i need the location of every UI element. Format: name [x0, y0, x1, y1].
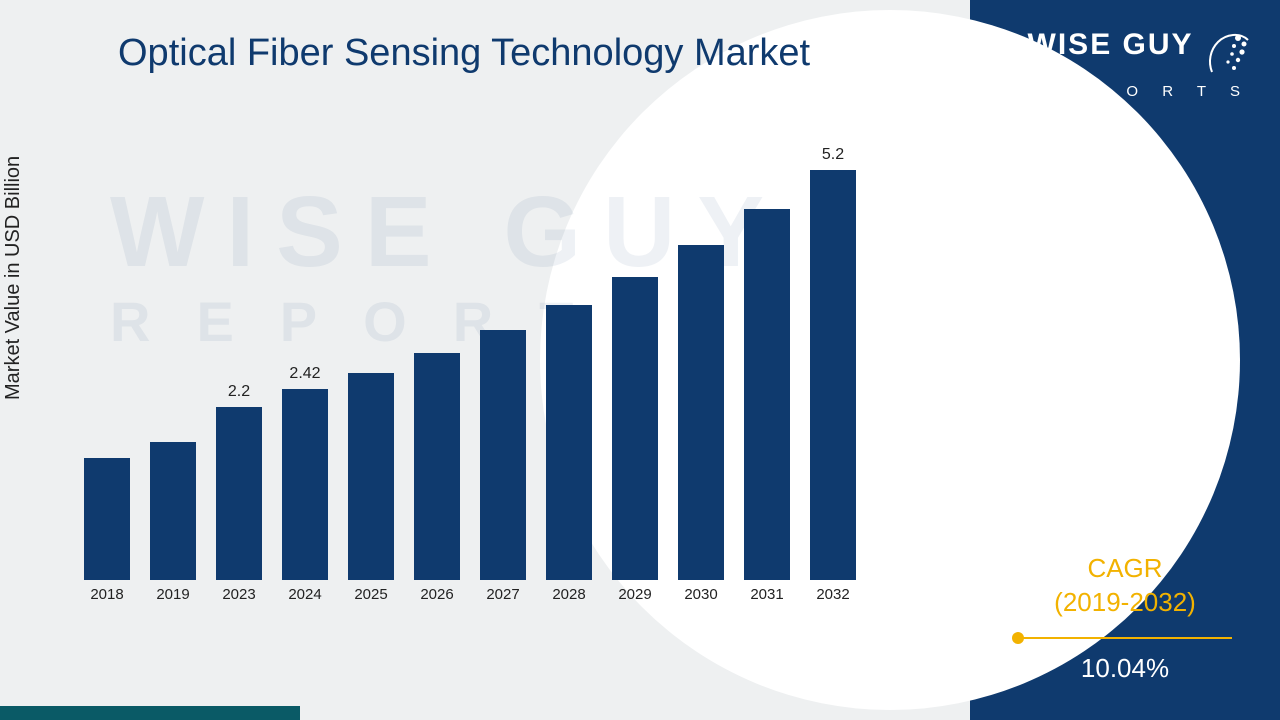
bar-value-label: 2.2: [228, 383, 250, 401]
bar: [348, 373, 394, 580]
y-axis-label: Market Value in USD Billion: [2, 156, 25, 400]
bar: [150, 442, 196, 580]
x-tick-label: 2028: [552, 586, 585, 603]
bar-wrap: 2018: [84, 170, 130, 580]
x-tick-label: 2025: [354, 586, 387, 603]
bar: [414, 353, 460, 580]
x-tick-label: 2031: [750, 586, 783, 603]
cagr-label-line1: CAGR: [1087, 553, 1162, 583]
chart-title: Optical Fiber Sensing Technology Market: [118, 30, 810, 78]
bar-wrap: 2027: [480, 170, 526, 580]
bar-wrap: 2030: [678, 170, 724, 580]
cagr-divider: [1018, 637, 1232, 639]
x-tick-label: 2027: [486, 586, 519, 603]
bar: [480, 330, 526, 580]
bar: [216, 407, 262, 580]
stage: WISE GUY REPORTS Optical Fiber Sensing T…: [0, 0, 1280, 720]
bar: [84, 458, 130, 580]
cagr-label-line2: (2019-2032): [1054, 587, 1196, 617]
brand-logo: WISE GUY R E P O R T S: [1023, 28, 1250, 100]
bar-wrap: 5.22032: [810, 170, 856, 580]
bar-wrap: 2028: [546, 170, 592, 580]
x-tick-label: 2024: [288, 586, 321, 603]
bar-value-label: 2.42: [289, 365, 320, 383]
x-tick-label: 2023: [222, 586, 255, 603]
bar-wrap: 2031: [744, 170, 790, 580]
bar: [810, 170, 856, 580]
bar: [282, 389, 328, 580]
x-tick-label: 2030: [684, 586, 717, 603]
cagr-label: CAGR (2019-2032): [1000, 552, 1250, 619]
footer-strip: [0, 706, 300, 720]
cagr-value: 10.04%: [1000, 653, 1250, 684]
logo-line1: WISE GUY: [1028, 28, 1194, 61]
x-tick-label: 2019: [156, 586, 189, 603]
x-tick-label: 2032: [816, 586, 849, 603]
x-tick-label: 2018: [90, 586, 123, 603]
logo-line2: R E P O R T S: [1023, 83, 1250, 100]
x-tick-label: 2029: [618, 586, 651, 603]
bar: [744, 209, 790, 580]
x-tick-label: 2026: [420, 586, 453, 603]
bar-wrap: 2.22023: [216, 170, 262, 580]
bar-wrap: 2029: [612, 170, 658, 580]
bar-wrap: 2.422024: [282, 170, 328, 580]
bar-wrap: 2025: [348, 170, 394, 580]
bar-wrap: 2026: [414, 170, 460, 580]
bar-wrap: 2019: [150, 170, 196, 580]
bar: [678, 245, 724, 580]
bar-chart: 201820192.220232.42202420252026202720282…: [80, 170, 880, 610]
bar: [546, 305, 592, 580]
bar-value-label: 5.2: [822, 146, 844, 164]
bar: [612, 277, 658, 580]
cagr-panel: CAGR (2019-2032) 10.04%: [1000, 552, 1250, 684]
logo-head-icon: [1204, 28, 1250, 81]
